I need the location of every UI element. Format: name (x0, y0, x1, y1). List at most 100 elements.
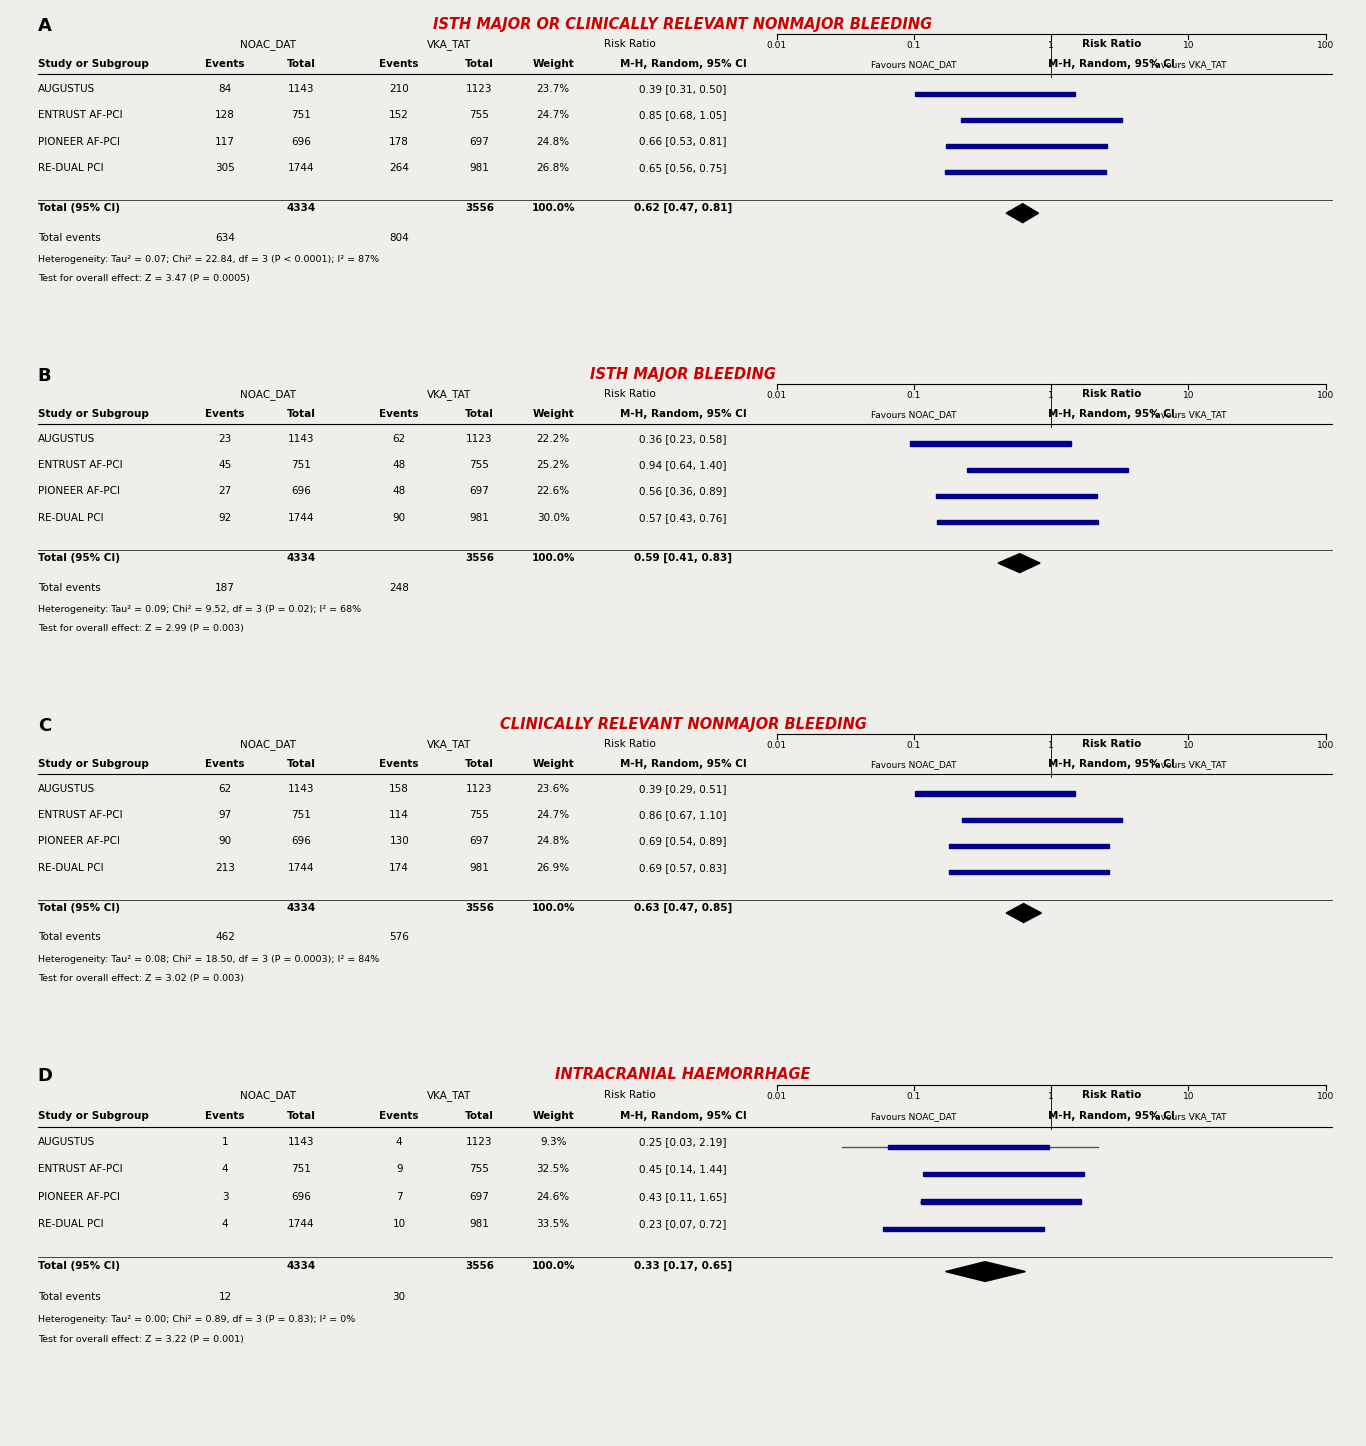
Text: Total: Total (464, 409, 494, 419)
Text: 100: 100 (1317, 390, 1335, 399)
Text: AUGUSTUS: AUGUSTUS (38, 1137, 96, 1147)
Text: 1: 1 (1048, 1092, 1055, 1100)
Text: PIONEER AF-PCI: PIONEER AF-PCI (38, 136, 120, 146)
Text: 634: 634 (216, 233, 235, 243)
Text: 128: 128 (216, 110, 235, 120)
Text: Events: Events (205, 59, 245, 69)
Text: 697: 697 (470, 836, 489, 846)
Text: M-H, Random, 95% CI: M-H, Random, 95% CI (620, 1111, 746, 1121)
Text: 462: 462 (216, 933, 235, 943)
Text: Weight: Weight (533, 59, 574, 69)
Text: 7: 7 (396, 1192, 403, 1202)
Text: Favours VKA_TAT: Favours VKA_TAT (1150, 59, 1227, 69)
Text: Favours NOAC_DAT: Favours NOAC_DAT (872, 1112, 956, 1121)
Bar (949, 870, 1109, 875)
Text: AUGUSTUS: AUGUSTUS (38, 434, 96, 444)
Text: 696: 696 (291, 486, 311, 496)
Text: PIONEER AF-PCI: PIONEER AF-PCI (38, 836, 120, 846)
Text: Total: Total (287, 59, 316, 69)
Bar (967, 467, 1128, 471)
Text: 576: 576 (389, 933, 410, 943)
Text: NOAC_DAT: NOAC_DAT (240, 39, 296, 51)
Text: Risk Ratio: Risk Ratio (1082, 39, 1141, 49)
Text: Risk Ratio: Risk Ratio (604, 1090, 656, 1100)
Text: 0.57 [0.43, 0.76]: 0.57 [0.43, 0.76] (639, 513, 727, 522)
Text: Events: Events (205, 409, 245, 419)
Text: 45: 45 (219, 460, 232, 470)
Text: 9: 9 (396, 1164, 403, 1174)
Text: Total: Total (287, 409, 316, 419)
Text: 0.43 [0.11, 1.65]: 0.43 [0.11, 1.65] (639, 1192, 727, 1202)
Text: Events: Events (205, 759, 245, 769)
Text: ENTRUST AF-PCI: ENTRUST AF-PCI (38, 460, 123, 470)
Text: 84: 84 (219, 84, 232, 94)
Text: Favours VKA_TAT: Favours VKA_TAT (1150, 409, 1227, 419)
Text: Events: Events (380, 1111, 419, 1121)
Text: 32.5%: 32.5% (537, 1164, 570, 1174)
Text: 23.7%: 23.7% (537, 84, 570, 94)
Text: 48: 48 (392, 460, 406, 470)
Polygon shape (945, 1262, 1026, 1281)
Text: 24.6%: 24.6% (537, 1192, 570, 1202)
Text: Favours VKA_TAT: Favours VKA_TAT (1150, 759, 1227, 769)
Text: 26.9%: 26.9% (537, 863, 570, 872)
Text: Weight: Weight (533, 409, 574, 419)
Text: 10: 10 (1183, 740, 1194, 749)
Text: Total: Total (464, 759, 494, 769)
Text: 1: 1 (1048, 390, 1055, 399)
Text: Total: Total (464, 59, 494, 69)
Text: 117: 117 (216, 136, 235, 146)
Polygon shape (1007, 904, 1041, 923)
Text: 187: 187 (216, 583, 235, 593)
Text: 92: 92 (219, 513, 232, 522)
Text: 4334: 4334 (287, 552, 316, 562)
Text: Heterogeneity: Tau² = 0.00; Chi² = 0.89, df = 3 (P = 0.83); I² = 0%: Heterogeneity: Tau² = 0.00; Chi² = 0.89,… (38, 1316, 355, 1325)
Text: 3556: 3556 (464, 1261, 494, 1271)
Text: Weight: Weight (533, 1111, 574, 1121)
Text: 0.56 [0.36, 0.89]: 0.56 [0.36, 0.89] (639, 486, 727, 496)
Text: RE-DUAL PCI: RE-DUAL PCI (38, 513, 104, 522)
Text: 1744: 1744 (288, 863, 314, 872)
Polygon shape (999, 554, 1040, 573)
Text: 10: 10 (1183, 40, 1194, 49)
Text: Favours NOAC_DAT: Favours NOAC_DAT (872, 759, 956, 769)
Text: 0.01: 0.01 (766, 740, 787, 749)
Text: 3556: 3556 (464, 902, 494, 912)
Text: Events: Events (380, 59, 419, 69)
Text: 4: 4 (221, 1164, 228, 1174)
Text: 9.3%: 9.3% (540, 1137, 567, 1147)
Text: 751: 751 (291, 1164, 311, 1174)
Text: Total (95% CI): Total (95% CI) (38, 902, 120, 912)
Text: Total events: Total events (38, 583, 101, 593)
Text: 696: 696 (291, 836, 311, 846)
Text: 248: 248 (389, 583, 410, 593)
Text: Risk Ratio: Risk Ratio (604, 389, 656, 399)
Text: 0.69 [0.54, 0.89]: 0.69 [0.54, 0.89] (639, 836, 727, 846)
Text: 1: 1 (1048, 740, 1055, 749)
Text: B: B (38, 367, 52, 385)
Text: 0.69 [0.57, 0.83]: 0.69 [0.57, 0.83] (639, 863, 727, 872)
Text: VKA_TAT: VKA_TAT (426, 739, 471, 750)
Text: 1143: 1143 (288, 84, 314, 94)
Text: 755: 755 (470, 1164, 489, 1174)
Text: 981: 981 (470, 863, 489, 872)
Text: 0.1: 0.1 (907, 40, 921, 49)
Text: 0.63 [0.47, 0.85]: 0.63 [0.47, 0.85] (634, 902, 732, 912)
Text: 0.62 [0.47, 0.81]: 0.62 [0.47, 0.81] (634, 202, 732, 213)
Text: 158: 158 (389, 784, 410, 794)
Text: 90: 90 (219, 836, 232, 846)
Text: 264: 264 (389, 163, 410, 172)
Text: RE-DUAL PCI: RE-DUAL PCI (38, 1219, 104, 1229)
Text: 981: 981 (470, 513, 489, 522)
Bar (915, 91, 1075, 95)
Bar (945, 171, 1106, 175)
Text: 23: 23 (219, 434, 232, 444)
Text: 3: 3 (221, 1192, 228, 1202)
Text: 0.85 [0.68, 1.05]: 0.85 [0.68, 1.05] (639, 110, 727, 120)
Text: Total: Total (464, 1111, 494, 1121)
Text: RE-DUAL PCI: RE-DUAL PCI (38, 863, 104, 872)
Text: 1123: 1123 (466, 1137, 493, 1147)
Text: 4334: 4334 (287, 902, 316, 912)
Text: CLINICALLY RELEVANT NONMAJOR BLEEDING: CLINICALLY RELEVANT NONMAJOR BLEEDING (500, 717, 866, 732)
Text: 697: 697 (470, 486, 489, 496)
